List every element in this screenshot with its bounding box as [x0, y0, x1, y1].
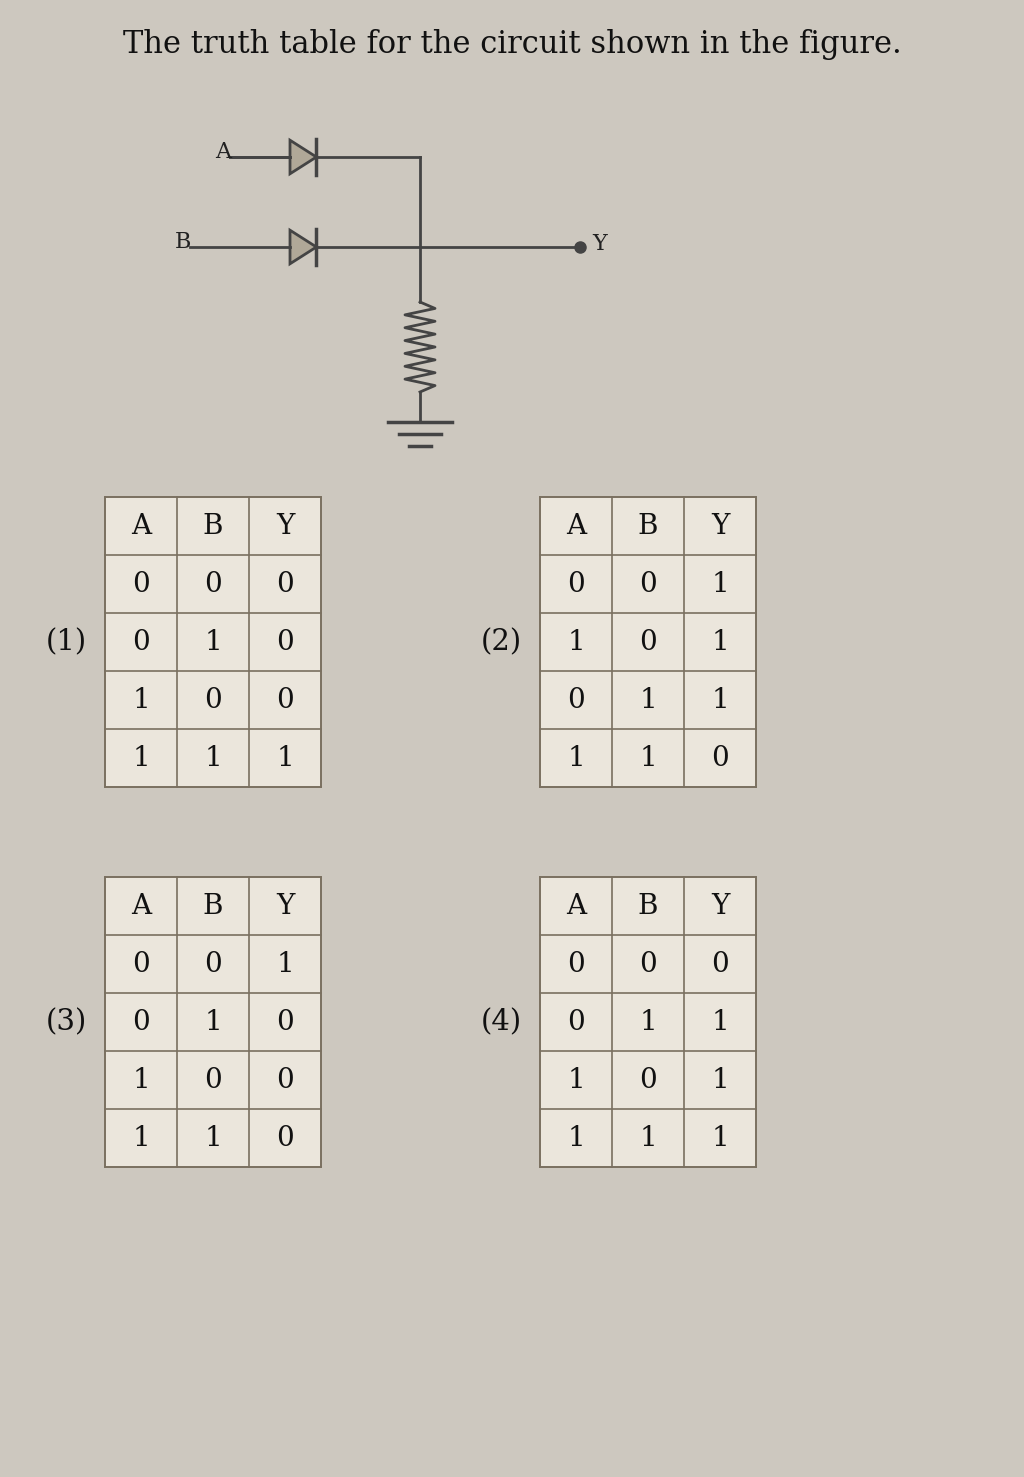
- Text: 0: 0: [204, 1066, 222, 1093]
- Text: 0: 0: [132, 570, 150, 598]
- Text: 0: 0: [711, 951, 729, 978]
- Text: 0: 0: [567, 951, 585, 978]
- Text: 1: 1: [711, 1009, 729, 1035]
- Text: B: B: [638, 513, 658, 539]
- Text: 0: 0: [567, 570, 585, 598]
- Text: B: B: [638, 892, 658, 920]
- Text: Y: Y: [711, 513, 729, 539]
- Text: 1: 1: [639, 687, 656, 713]
- Bar: [105, 496, 321, 787]
- Text: 0: 0: [132, 629, 150, 656]
- Text: A: A: [215, 140, 231, 162]
- Text: 1: 1: [204, 629, 222, 656]
- Text: 1: 1: [567, 1066, 585, 1093]
- Text: 0: 0: [276, 1066, 294, 1093]
- Text: 1: 1: [711, 1066, 729, 1093]
- Text: A: A: [131, 892, 152, 920]
- Text: 0: 0: [276, 687, 294, 713]
- Text: 0: 0: [639, 629, 656, 656]
- Text: (3): (3): [46, 1007, 87, 1035]
- Bar: [105, 877, 321, 1167]
- Text: 0: 0: [567, 687, 585, 713]
- Text: A: A: [131, 513, 152, 539]
- Text: 1: 1: [567, 629, 585, 656]
- Text: 0: 0: [711, 744, 729, 771]
- Text: 0: 0: [204, 951, 222, 978]
- Text: The truth table for the circuit shown in the figure.: The truth table for the circuit shown in…: [123, 30, 901, 61]
- Text: 0: 0: [567, 1009, 585, 1035]
- Text: 1: 1: [567, 744, 585, 771]
- Text: A: A: [566, 513, 586, 539]
- Polygon shape: [290, 230, 316, 264]
- Bar: [540, 496, 756, 787]
- Text: B: B: [203, 892, 223, 920]
- Text: 1: 1: [132, 744, 150, 771]
- Text: 0: 0: [204, 570, 222, 598]
- Text: 1: 1: [204, 1124, 222, 1152]
- Text: 1: 1: [711, 687, 729, 713]
- Text: 0: 0: [204, 687, 222, 713]
- Text: 0: 0: [276, 570, 294, 598]
- Text: B: B: [203, 513, 223, 539]
- Text: 1: 1: [132, 1066, 150, 1093]
- Polygon shape: [290, 140, 316, 174]
- Text: 1: 1: [711, 629, 729, 656]
- Text: B: B: [175, 230, 191, 253]
- Text: (1): (1): [46, 628, 87, 656]
- Text: 1: 1: [567, 1124, 585, 1152]
- Text: 1: 1: [639, 744, 656, 771]
- Text: 1: 1: [639, 1009, 656, 1035]
- Text: 1: 1: [132, 687, 150, 713]
- Text: A: A: [566, 892, 586, 920]
- Text: 0: 0: [276, 629, 294, 656]
- Text: 1: 1: [276, 744, 294, 771]
- Text: Y: Y: [275, 513, 294, 539]
- Text: 1: 1: [204, 1009, 222, 1035]
- Text: 0: 0: [276, 1009, 294, 1035]
- Text: Y: Y: [711, 892, 729, 920]
- Text: 0: 0: [639, 1066, 656, 1093]
- Text: Y: Y: [592, 233, 607, 256]
- Text: 0: 0: [639, 570, 656, 598]
- Text: 1: 1: [276, 951, 294, 978]
- Text: 0: 0: [132, 1009, 150, 1035]
- Bar: [540, 877, 756, 1167]
- Text: 1: 1: [132, 1124, 150, 1152]
- Text: 0: 0: [639, 951, 656, 978]
- Text: 1: 1: [204, 744, 222, 771]
- Text: 0: 0: [132, 951, 150, 978]
- Text: 1: 1: [711, 1124, 729, 1152]
- Text: 0: 0: [276, 1124, 294, 1152]
- Text: 1: 1: [711, 570, 729, 598]
- Text: (2): (2): [481, 628, 522, 656]
- Text: Y: Y: [275, 892, 294, 920]
- Text: (4): (4): [481, 1007, 522, 1035]
- Text: 1: 1: [639, 1124, 656, 1152]
